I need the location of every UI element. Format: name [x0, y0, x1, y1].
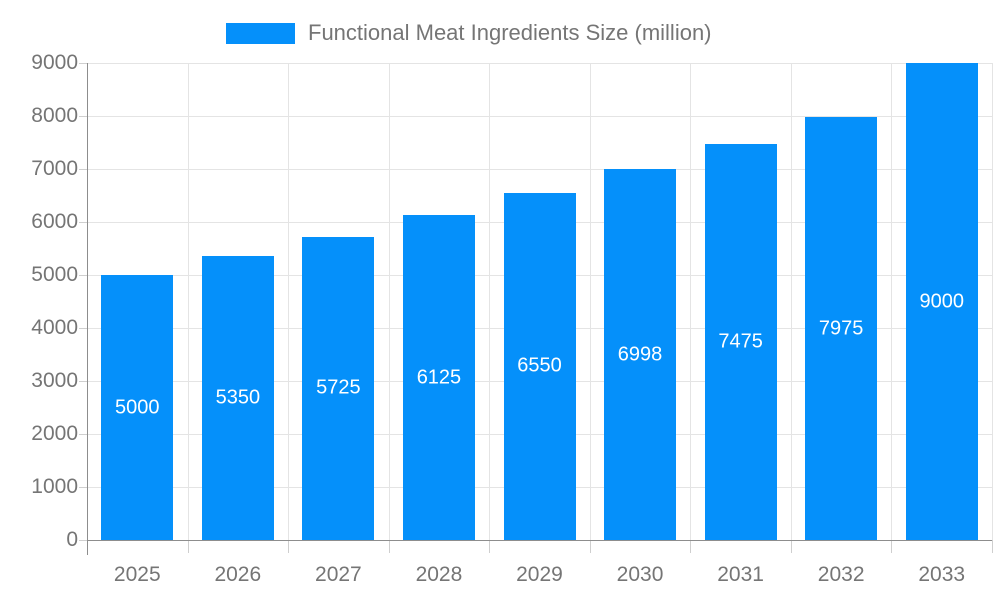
- y-tick-label: 3000: [31, 369, 78, 392]
- bar[interactable]: 6550: [503, 192, 576, 540]
- y-axis-tick: [79, 434, 87, 435]
- bar[interactable]: 5000: [101, 275, 174, 540]
- x-axis-tick: [489, 540, 491, 553]
- gridline-vertical: [790, 63, 792, 540]
- bar-value-label: 6125: [416, 366, 462, 389]
- bar[interactable]: 9000: [905, 63, 978, 540]
- y-tick-label: 6000: [31, 210, 78, 233]
- gridline-vertical: [992, 63, 993, 540]
- x-axis-tick: [992, 540, 993, 553]
- x-axis-line: [87, 540, 992, 541]
- x-axis-tick: [187, 540, 189, 553]
- bar-value-label: 5350: [215, 386, 261, 409]
- x-tick-label: 2031: [717, 563, 764, 586]
- bar[interactable]: 5350: [201, 256, 274, 540]
- y-axis-tick: [79, 540, 87, 541]
- y-axis-tick: [79, 328, 87, 329]
- gridline-horizontal: [87, 116, 992, 117]
- legend-swatch[interactable]: [226, 22, 295, 44]
- x-tick-label: 2029: [516, 563, 563, 586]
- y-tick-label: 4000: [31, 316, 78, 339]
- y-tick-label: 7000: [31, 157, 78, 180]
- y-axis-tick: [79, 275, 87, 276]
- x-tick-label: 2025: [113, 563, 161, 586]
- bar-value-label: 7975: [818, 317, 864, 340]
- y-axis-tick: [79, 169, 87, 170]
- x-axis-tick: [288, 540, 290, 553]
- x-tick-label: 2027: [315, 563, 362, 586]
- bar[interactable]: 6125: [402, 215, 475, 540]
- bar-value-label: 5725: [316, 376, 361, 399]
- x-axis-tick: [790, 540, 792, 553]
- bar-value-label: 6998: [617, 343, 663, 366]
- y-axis-tick: [79, 116, 87, 117]
- bar[interactable]: 6998: [604, 169, 677, 540]
- y-tick-label: 1000: [31, 475, 78, 498]
- y-tick-label: 5000: [31, 263, 78, 286]
- x-tick-label: 2030: [616, 563, 664, 586]
- gridline-vertical: [589, 63, 591, 540]
- legend-label: Functional Meat Ingredients Size (millio…: [308, 20, 712, 45]
- x-axis-tick: [388, 540, 390, 553]
- x-axis-tick: [690, 540, 692, 553]
- x-axis-tick: [891, 540, 893, 553]
- y-tick-label: 0: [66, 528, 78, 551]
- y-axis-tick: [79, 63, 87, 64]
- bar[interactable]: 5725: [302, 236, 375, 540]
- bar[interactable]: 7475: [704, 143, 777, 540]
- x-tick-label: 2032: [817, 563, 865, 586]
- gridline-vertical: [891, 63, 893, 540]
- x-tick-label: 2026: [214, 563, 262, 586]
- gridline-vertical: [288, 63, 290, 540]
- gridline-vertical: [489, 63, 491, 540]
- y-axis-tick: [79, 222, 87, 223]
- y-tick-label: 8000: [31, 104, 78, 127]
- bar-value-label: 9000: [919, 290, 964, 312]
- bar-value-label: 7475: [718, 330, 763, 353]
- bar-value-label: 5000: [115, 396, 160, 418]
- bar-value-label: 6550: [517, 354, 562, 377]
- bar[interactable]: 7975: [805, 117, 878, 540]
- y-tick-label: 2000: [31, 422, 78, 445]
- gridline-vertical: [388, 63, 390, 540]
- y-axis-line: [87, 63, 88, 555]
- gridline-vertical: [690, 63, 692, 540]
- gridline-horizontal: [87, 169, 992, 170]
- x-tick-label: 2033: [918, 563, 966, 586]
- y-axis-tick: [79, 487, 87, 488]
- y-tick-label: 9000: [31, 51, 78, 74]
- x-tick-label: 2028: [415, 563, 463, 586]
- x-axis-tick: [589, 540, 591, 553]
- y-axis-tick: [79, 381, 87, 382]
- gridline-vertical: [187, 63, 189, 540]
- legend[interactable]: Functional Meat Ingredients Size (millio…: [226, 20, 712, 46]
- gridline-horizontal: [87, 63, 992, 64]
- plot-area: 0 1000 2000 3000 4000 5000 6000 7000 8000 9000 500…: [31, 52, 993, 586]
